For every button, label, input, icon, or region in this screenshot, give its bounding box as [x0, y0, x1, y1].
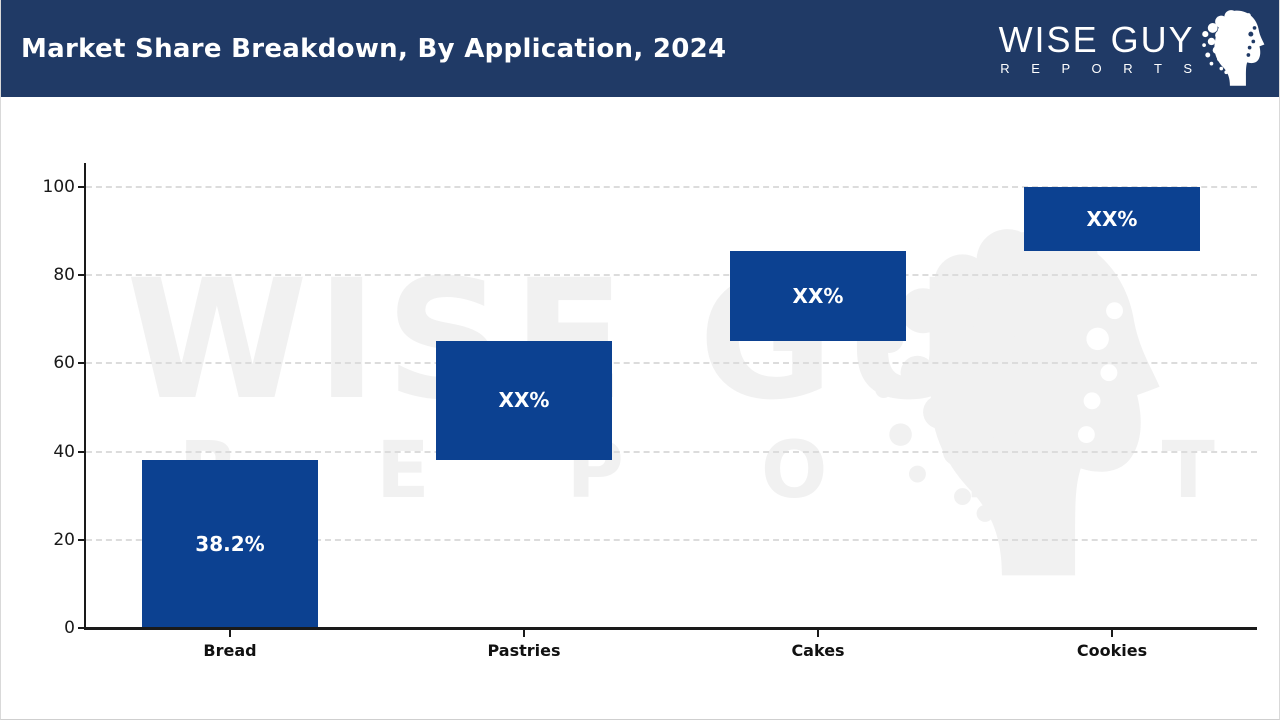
gridline-40	[86, 450, 1257, 453]
bar-cookies: XX%	[1024, 187, 1200, 251]
bar-pastries: XX%	[436, 341, 612, 460]
x-axis-tick-mark	[817, 630, 819, 637]
y-axis-spine	[84, 163, 86, 630]
y-axis-tick-label: 20	[53, 529, 75, 550]
wise-guy-logo: WISE GUY R E P O R T S	[996, 7, 1267, 91]
x-axis-tick-mark	[229, 630, 231, 637]
y-axis-tick-mark	[78, 274, 85, 277]
y-axis-tick-label: 40	[53, 441, 75, 462]
x-axis-category-label: Cookies	[1076, 641, 1148, 660]
gridline-80	[86, 274, 1257, 277]
wise-guy-logo-text: WISE GUY R E P O R T S	[996, 19, 1197, 76]
bar-value-label: XX%	[1086, 206, 1138, 231]
header-bar: Market Share Breakdown, By Application, …	[1, 0, 1279, 97]
bar-cakes: XX%	[730, 250, 906, 342]
bar-bread: 38.2%	[142, 459, 318, 628]
y-axis-tick-label: 60	[53, 353, 75, 374]
y-axis-tick-label: 80	[53, 265, 75, 286]
y-axis-tick-mark	[78, 450, 85, 453]
x-axis-category-label: Cakes	[791, 641, 845, 660]
x-axis-spine	[84, 627, 1257, 630]
x-axis-category-label: Pastries	[487, 641, 561, 660]
y-axis-tick-label: 100	[42, 177, 75, 197]
x-axis-tick-mark	[1111, 630, 1113, 637]
logo-wordmark: WISE GUY	[998, 19, 1195, 60]
bar-value-label: 38.2%	[195, 531, 265, 556]
y-axis-tick-mark	[78, 627, 85, 629]
x-axis-tick-mark	[523, 630, 525, 637]
logo-subtitle: R E P O R T S	[1000, 61, 1201, 76]
y-axis-tick-mark	[78, 538, 85, 541]
gridline-100	[86, 186, 1257, 188]
wise-guy-head-icon	[1199, 7, 1267, 91]
x-axis-category-label: Bread	[203, 641, 257, 660]
bar-value-label: XX%	[792, 284, 844, 309]
bar-value-label: XX%	[498, 388, 550, 413]
y-axis-tick-mark	[78, 186, 85, 188]
gridline-60	[86, 362, 1257, 365]
y-axis-tick-label: 0	[64, 618, 75, 638]
chart-title: Market Share Breakdown, By Application, …	[21, 33, 727, 64]
gridline-20	[86, 538, 1257, 541]
y-axis-tick-mark	[78, 362, 85, 365]
